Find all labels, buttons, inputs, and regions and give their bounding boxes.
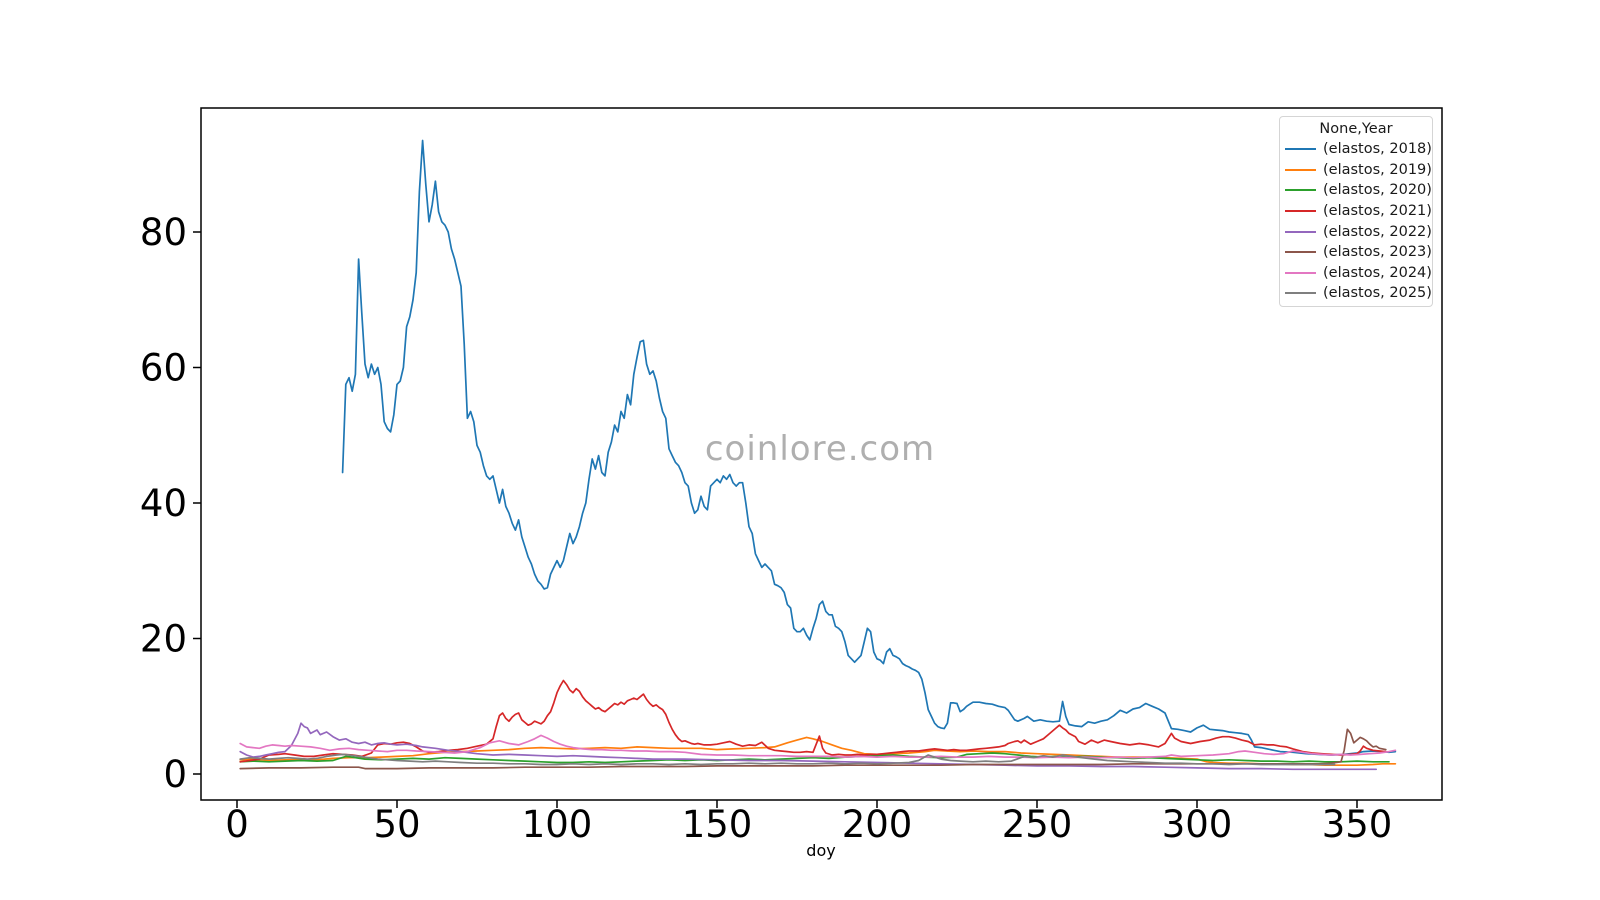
legend-entry: (elastos, 2020) xyxy=(1280,180,1432,201)
x-tick-label: 100 xyxy=(522,803,593,846)
legend-line-sample xyxy=(1285,189,1316,192)
legend-entry-label: (elastos, 2018) xyxy=(1323,141,1432,158)
legend-line-sample xyxy=(1285,168,1316,171)
legend-entry-label: (elastos, 2021) xyxy=(1323,203,1432,220)
legend-line-sample xyxy=(1285,230,1316,233)
y-tick-label: 0 xyxy=(163,753,187,796)
legend-entry: (elastos, 2024) xyxy=(1280,263,1432,284)
legend-entry: (elastos, 2019) xyxy=(1280,160,1432,181)
x-tick-label: 150 xyxy=(682,803,753,846)
axes-frame xyxy=(200,107,1443,801)
legend-entry: (elastos, 2018) xyxy=(1280,139,1432,160)
legend-line-sample xyxy=(1285,251,1316,254)
x-tick-label: 50 xyxy=(373,803,420,846)
legend-entry: (elastos, 2022) xyxy=(1280,221,1432,242)
legend-entries: (elastos, 2018) (elastos, 2019) (elastos, … xyxy=(1280,139,1432,304)
series-line-2024 xyxy=(239,734,1397,759)
legend-line-sample xyxy=(1285,271,1316,274)
legend-entry-label: (elastos, 2023) xyxy=(1323,244,1432,261)
legend-entry-label: (elastos, 2025) xyxy=(1323,285,1432,302)
x-tick-label: 250 xyxy=(1002,803,1073,846)
legend-title: None,Year xyxy=(1319,121,1393,137)
series-line-2020 xyxy=(239,752,1390,764)
legend-line-sample xyxy=(1285,210,1316,213)
legend-entry-label: (elastos, 2024) xyxy=(1323,264,1432,281)
y-tick-label: 80 xyxy=(140,211,187,254)
legend-entry: (elastos, 2023) xyxy=(1280,242,1432,263)
legend-entry: (elastos, 2021) xyxy=(1280,201,1432,222)
legend-entry-label: (elastos, 2020) xyxy=(1323,182,1432,199)
series-line-2021 xyxy=(239,679,1387,763)
series-line-2018 xyxy=(341,139,1397,756)
series-line-2022 xyxy=(239,722,1378,771)
legend-entry-label: (elastos, 2019) xyxy=(1323,161,1432,178)
x-axis-label: doy xyxy=(806,841,836,860)
legend: None,Year (elastos, 2018) (elastos, 2019)… xyxy=(1279,116,1433,307)
legend-line-sample xyxy=(1285,292,1316,295)
x-tick-label: 350 xyxy=(1322,803,1393,846)
y-tick-label: 20 xyxy=(140,618,187,661)
y-tick-label: 60 xyxy=(140,347,187,390)
series-line-2025 xyxy=(239,753,1336,766)
legend-entry: (elastos, 2025) xyxy=(1280,283,1432,304)
x-tick-label: 300 xyxy=(1162,803,1233,846)
legend-line-sample xyxy=(1285,148,1316,151)
y-tick-label: 40 xyxy=(140,482,187,525)
x-tick-label: 0 xyxy=(225,803,249,846)
x-tick-label: 200 xyxy=(842,803,913,846)
watermark: coinlore.com xyxy=(704,429,936,469)
legend-entry-label: (elastos, 2022) xyxy=(1323,223,1432,240)
series-line-2023 xyxy=(239,728,1387,770)
